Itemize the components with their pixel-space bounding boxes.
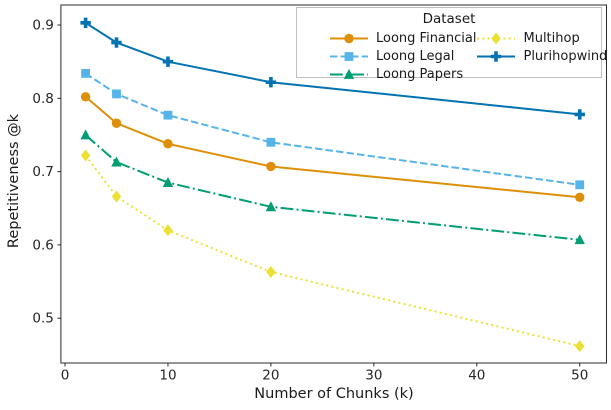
series-marker-loong-papers (265, 201, 277, 212)
series-marker-multihop (266, 266, 276, 279)
plot-frame (60, 4, 607, 364)
series-marker-loong-papers (162, 177, 174, 188)
y-tick-label: 0.5 (32, 311, 53, 327)
series-marker-loong-papers (111, 156, 122, 167)
legend-column-2: Multihop Plurihopwind (476, 29, 607, 83)
x-tick-label: 50 (571, 368, 588, 384)
legend-column-1: Loong Financial Loong Legal Loong Papers (329, 29, 476, 83)
legend-label: Plurihopwind (523, 48, 608, 64)
legend-item-multihop: Multihop (476, 29, 607, 47)
legend-label: Multihop (523, 30, 580, 46)
x-tick-label: 0 (61, 368, 70, 384)
x-tick-label: 20 (262, 368, 279, 384)
x-tick-label: 10 (159, 368, 176, 384)
legend-label: Loong Financial (376, 30, 477, 46)
diamond-marker-icon (477, 32, 516, 44)
series-marker-multihop (80, 149, 91, 162)
legend-columns: Loong Financial Loong Legal Loong Papers M… (297, 29, 607, 83)
y-tick-label: 0.9 (32, 18, 53, 34)
series-marker-loong-papers (80, 129, 91, 140)
series-marker-loong-legal (112, 89, 121, 99)
legend-sample-marker (491, 50, 502, 62)
y-tick-label: 0.8 (32, 91, 53, 107)
legend-item-plurihopwind: Plurihopwind (476, 47, 607, 65)
y-tick-label: 0.7 (32, 164, 53, 180)
legend: Dataset Loong Financial Loong Legal Loong … (296, 7, 607, 82)
series-marker-loong-legal (575, 180, 585, 190)
legend-label: Loong Papers (376, 66, 464, 82)
series-marker-plurihopwind (111, 37, 122, 48)
legend-item-loong-legal: Loong Legal (329, 47, 476, 65)
series-marker-multihop (111, 190, 122, 203)
series-marker-loong-financial (163, 139, 173, 149)
series-marker-multihop (163, 224, 173, 237)
x-tick-label: 30 (365, 368, 382, 384)
series-marker-plurihopwind (574, 109, 585, 120)
legend-title: Dataset (422, 11, 476, 27)
y-axis-label: Repetitiveness @k (6, 113, 22, 249)
square-marker-icon (330, 51, 368, 61)
legend-sample-marker (344, 51, 354, 61)
legend-label: Loong Legal (376, 48, 455, 64)
legend-sample-marker (343, 68, 355, 79)
series-marker-loong-financial (266, 161, 276, 172)
series-marker-loong-legal (81, 68, 91, 78)
x-tick-label: 40 (468, 368, 485, 384)
series-line-multihop (84, 154, 580, 348)
series-marker-loong-financial (575, 192, 585, 202)
plus-marker-icon (477, 50, 516, 62)
series-line-loong-financial (84, 96, 580, 199)
series-marker-loong-legal (266, 137, 276, 147)
legend-sample-marker (491, 32, 502, 44)
series-marker-loong-financial (80, 92, 91, 102)
series-marker-multihop (575, 340, 585, 353)
legend-sample-marker (344, 33, 354, 43)
series-marker-loong-papers (574, 234, 585, 245)
legend-item-loong-financial: Loong Financial (329, 29, 476, 47)
series-marker-plurihopwind (265, 76, 277, 88)
series-marker-loong-financial (111, 118, 122, 128)
legend-item-loong-papers: Loong Papers (329, 65, 476, 83)
series-marker-plurihopwind (80, 17, 91, 29)
series-line-loong-legal (85, 72, 580, 186)
series-marker-plurihopwind (162, 56, 174, 67)
series-marker-loong-legal (163, 110, 173, 120)
y-tick-label: 0.6 (32, 237, 53, 253)
triangle-marker-icon (330, 68, 368, 79)
circle-marker-icon (330, 33, 368, 43)
x-axis-label: Number of Chunks (k) (254, 386, 414, 402)
